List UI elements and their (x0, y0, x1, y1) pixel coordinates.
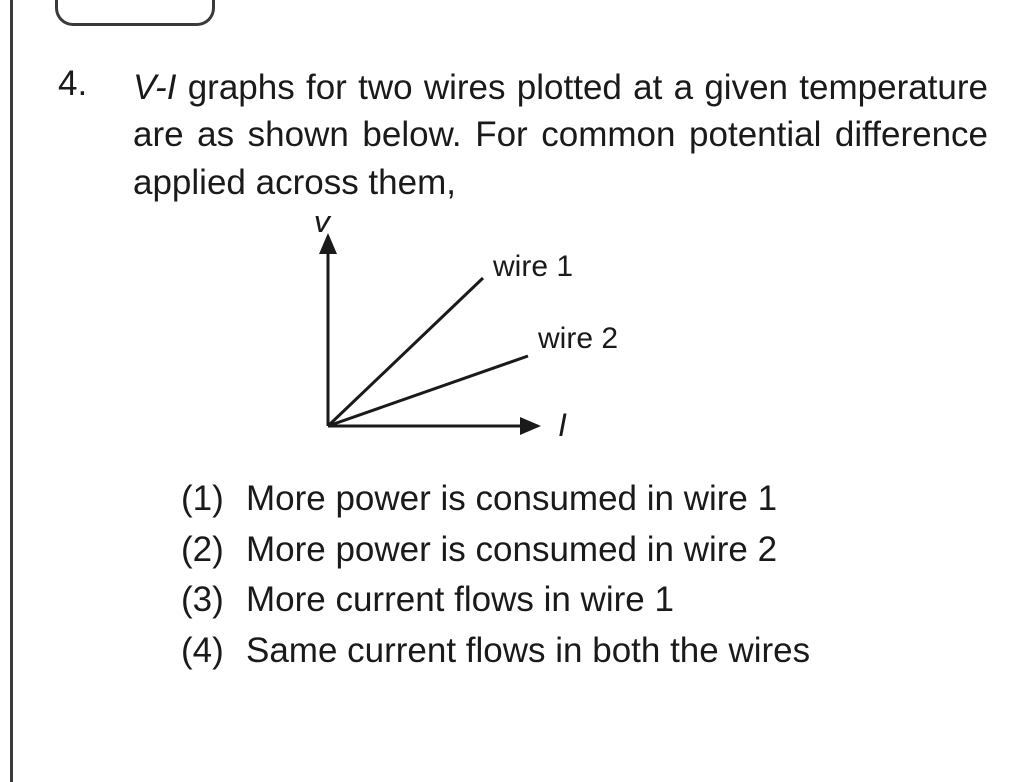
option-1-text: More power is consumed in wire 1 (246, 474, 988, 525)
svg-text:wire 2: wire 2 (537, 322, 618, 355)
options-list: (1) More power is consumed in wire 1 (2)… (181, 474, 988, 677)
option-3-number: (3) (181, 575, 246, 626)
question-prefix-italic: V-I (133, 68, 176, 107)
option-1-number: (1) (181, 474, 246, 525)
svg-text:I: I (558, 407, 567, 443)
option-3: (3) More current flows in wire 1 (181, 575, 988, 626)
option-4-number: (4) (181, 626, 246, 677)
question-number: 4. (48, 64, 133, 104)
page-tab-notch (55, 0, 215, 26)
svg-text:wire 1: wire 1 (492, 250, 573, 283)
question-text: V-I graphs for two wires plotted at a gi… (133, 64, 988, 206)
vi-graph: V Iwire 1 wire 2 (268, 216, 668, 456)
vi-graph-svg: V Iwire 1 wire 2 (268, 216, 668, 456)
question-body-text: graphs for two wires plotted at a given … (133, 68, 988, 202)
page-left-border (10, 0, 13, 782)
question-row: 4. V-I graphs for two wires plotted at a… (48, 64, 988, 206)
question-block: 4. V-I graphs for two wires plotted at a… (48, 64, 988, 677)
option-2-number: (2) (181, 525, 246, 576)
option-2-text: More power is consumed in wire 2 (246, 525, 988, 576)
option-4: (4) Same current flows in both the wires (181, 626, 988, 677)
option-4-text: Same current flows in both the wires (246, 626, 988, 677)
svg-text:V: V (311, 216, 335, 239)
option-3-text: More current flows in wire 1 (246, 575, 988, 626)
option-2: (2) More power is consumed in wire 2 (181, 525, 988, 576)
option-1: (1) More power is consumed in wire 1 (181, 474, 988, 525)
